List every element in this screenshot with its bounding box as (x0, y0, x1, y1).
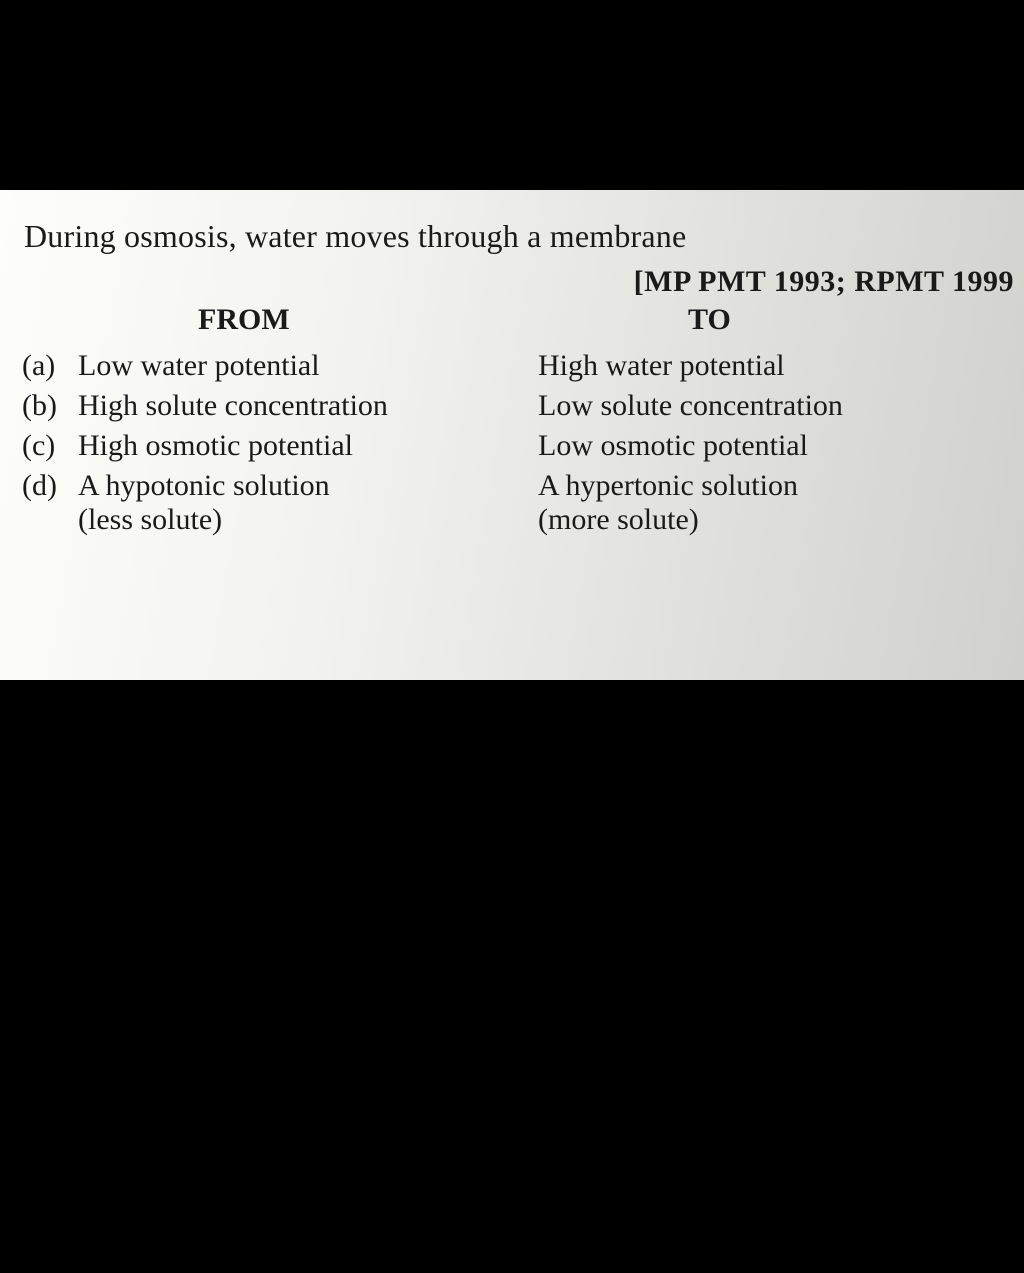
option-to: Low osmotic potential (538, 423, 1018, 463)
option-from-sub: (less solute) (78, 503, 222, 536)
option-from-text: A hypotonic solution (78, 469, 330, 502)
question-stem: During osmosis, water moves through a me… (24, 218, 1014, 255)
header-from: FROM (78, 303, 538, 337)
option-label: (a) (18, 343, 78, 383)
option-from: Low water potential (78, 343, 538, 383)
option-to: High water potential (538, 343, 1018, 383)
option-from: High osmotic potential (78, 423, 538, 463)
option-from: A hypotonic solution (less solute) (78, 463, 538, 537)
option-to-text: A hypertonic solution (538, 469, 798, 502)
option-to-sub: (more solute) (538, 503, 699, 536)
option-to: Low solute concentration (538, 383, 1018, 423)
option-to: A hypertonic solution (more solute) (538, 463, 1018, 537)
option-label: (d) (18, 463, 78, 503)
option-label: (c) (18, 423, 78, 463)
option-from: High solute concentration (78, 383, 538, 423)
question-page: During osmosis, water moves through a me… (0, 190, 1024, 680)
options-grid: . FROM TO (a) Low water potential High w… (18, 303, 1014, 537)
question-source: [MP PMT 1993; RPMT 1999 (18, 265, 1014, 299)
header-to: TO (538, 303, 1018, 337)
option-label: (b) (18, 383, 78, 423)
